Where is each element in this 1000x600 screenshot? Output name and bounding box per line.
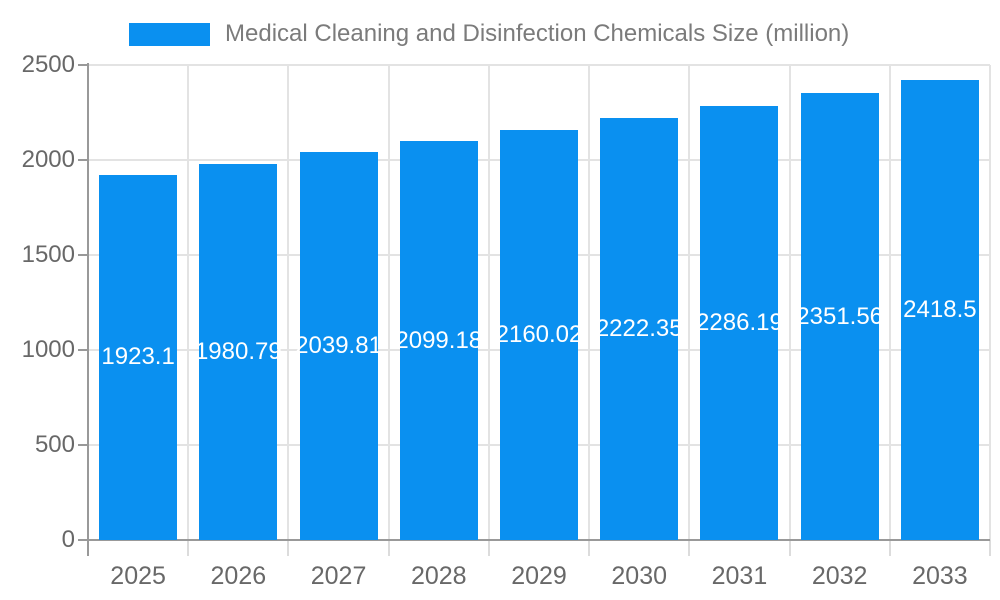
bar-value-label: 2222.35	[595, 314, 683, 342]
x-gridline	[487, 65, 490, 540]
bar-value-label: 2351.56	[796, 302, 884, 330]
y-tick-label: 500	[34, 431, 75, 458]
x-tick-label: 2031	[711, 562, 768, 590]
y-tick-label: 0	[61, 526, 75, 553]
bar-value-label: 2418.5	[903, 296, 977, 324]
x-tick-label: 2030	[611, 562, 668, 590]
y-axis-tick	[78, 444, 88, 446]
x-axis-tick	[989, 540, 991, 556]
bar-2028[interactable]: 2099.18	[395, 141, 482, 540]
bar-value-label: 2286.19	[696, 308, 783, 336]
x-tick-label: 2033	[912, 562, 968, 590]
y-tick-label: 2500	[21, 51, 75, 78]
bar-2033[interactable]: 2418.5	[900, 80, 979, 540]
x-gridline	[788, 65, 791, 540]
x-tick-label: 2025	[110, 562, 166, 590]
x-axis-tick	[888, 540, 891, 556]
bar-2025[interactable]: 1923.1	[99, 174, 178, 540]
x-gridline	[888, 65, 891, 540]
x-gridline	[287, 65, 290, 540]
y-axis-tick	[78, 254, 88, 256]
x-axis-tick	[487, 540, 490, 556]
y-tick-label: 1500	[21, 241, 75, 268]
x-gridline	[187, 65, 190, 540]
y-axis-tick	[78, 64, 88, 66]
x-gridline	[387, 65, 390, 540]
x-axis-tick	[588, 540, 591, 556]
bar-value-label: 1980.79	[194, 337, 282, 365]
y-gridline	[88, 64, 990, 66]
y-axis-tick	[78, 349, 88, 351]
x-tick-label: 2027	[310, 562, 367, 590]
x-axis-tick	[688, 540, 691, 556]
x-tick-label: 2029	[511, 562, 567, 590]
x-axis-tick	[187, 540, 190, 556]
x-gridline	[989, 65, 991, 540]
bar-value-label: 1923.1	[101, 343, 175, 371]
bar-2027[interactable]: 2039.81	[295, 152, 382, 540]
x-gridline	[588, 65, 591, 540]
x-axis-line	[78, 539, 990, 541]
bar-2032[interactable]: 2351.56	[796, 93, 883, 540]
bar-2030[interactable]: 2222.35	[596, 117, 683, 540]
bar-2031[interactable]: 2286.19	[696, 105, 783, 540]
legend-label: Medical Cleaning and Disinfection Chemic…	[225, 20, 850, 47]
x-tick-label: 2028	[410, 562, 467, 590]
y-tick-label: 1000	[21, 336, 75, 363]
x-gridline	[688, 65, 691, 540]
bar-value-label: 2160.02	[495, 320, 583, 348]
x-axis-tick	[387, 540, 390, 556]
x-tick-label: 2026	[210, 562, 267, 590]
bar-value-label: 2099.18	[395, 326, 483, 354]
y-axis-line	[87, 63, 89, 556]
x-axis-tick	[788, 540, 791, 556]
legend-swatch	[129, 22, 210, 46]
legend[interactable]: Medical Cleaning and Disinfection Chemic…	[129, 20, 849, 48]
x-axis-tick	[287, 540, 290, 556]
bar-value-label: 2039.81	[295, 332, 382, 360]
y-axis-tick	[78, 159, 88, 161]
y-tick-label: 2000	[21, 146, 75, 173]
bar-2029[interactable]: 2160.02	[496, 129, 582, 540]
bar-2026[interactable]: 1980.79	[195, 163, 282, 540]
x-tick-label: 2032	[811, 562, 868, 590]
